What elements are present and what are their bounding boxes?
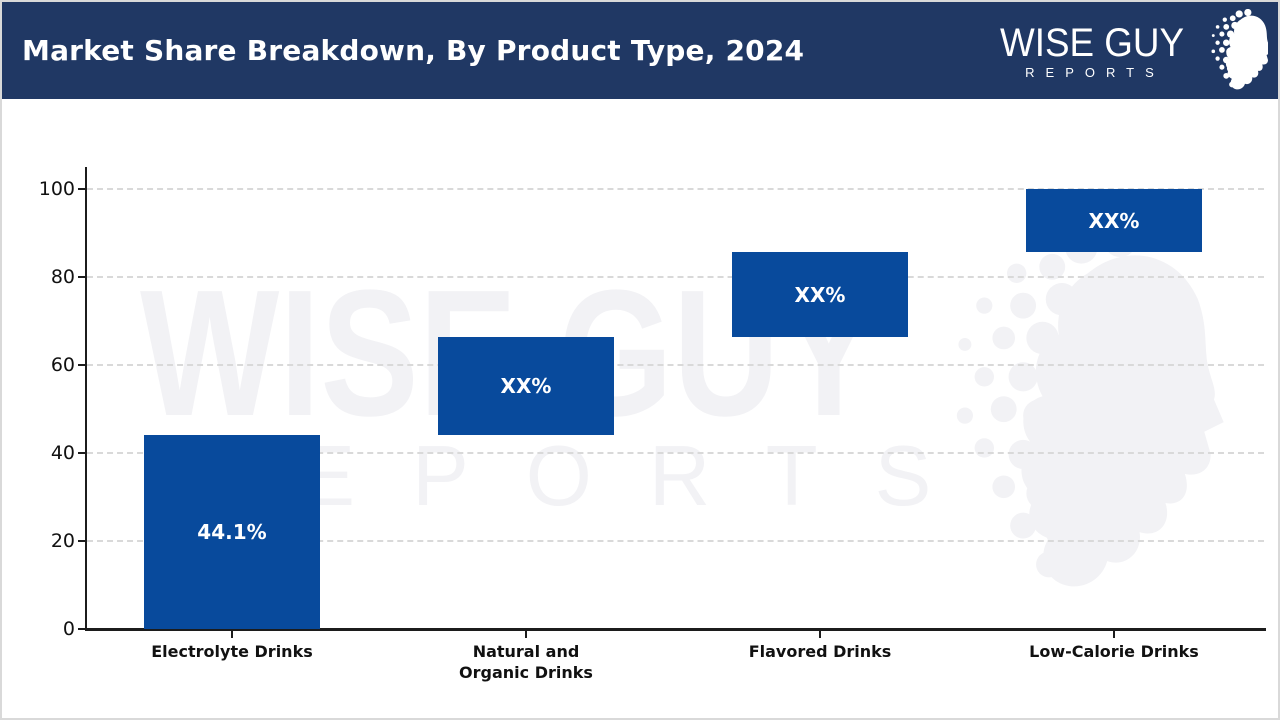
bar-segment bbox=[144, 434, 320, 629]
y-tick-label: 60 bbox=[50, 354, 75, 376]
wiseguy-logo: WISE GUY REPORTS bbox=[992, 8, 1268, 94]
y-tick-mark bbox=[78, 452, 85, 454]
x-tick-mark bbox=[819, 631, 821, 638]
bar-segment bbox=[438, 337, 614, 435]
y-tick-label: 0 bbox=[62, 618, 75, 640]
x-tick-mark bbox=[525, 631, 527, 638]
gridline-20 bbox=[87, 540, 1264, 542]
logo-subtitle: REPORTS bbox=[1025, 65, 1165, 80]
bar-segment bbox=[1026, 189, 1202, 253]
gridline-100 bbox=[87, 188, 1264, 190]
y-tick-mark bbox=[78, 364, 85, 366]
x-category-label-line: Low-Calorie Drinks bbox=[1029, 642, 1199, 661]
y-tick-label: 40 bbox=[50, 442, 75, 464]
x-category-label: Flavored Drinks bbox=[710, 641, 930, 662]
bar-value-label: XX% bbox=[500, 374, 552, 399]
x-category-label-line: Electrolyte Drinks bbox=[151, 642, 313, 661]
x-tick-mark bbox=[1113, 631, 1115, 638]
gridline-40 bbox=[87, 452, 1264, 454]
y-tick-label: 80 bbox=[50, 266, 75, 288]
x-tick-mark bbox=[231, 631, 233, 638]
y-tick-mark bbox=[78, 188, 85, 190]
x-axis-spine bbox=[85, 628, 1266, 631]
logo-wordmark: WISE GUY bbox=[999, 21, 1184, 65]
watermark-dot-face-icon bbox=[874, 228, 1224, 600]
x-category-label: Electrolyte Drinks bbox=[122, 641, 342, 662]
logo-dot-face-icon bbox=[1196, 9, 1268, 93]
bar-value-label: 44.1% bbox=[197, 519, 267, 544]
x-category-label-line: Organic Drinks bbox=[459, 663, 593, 682]
x-category-label: Low-Calorie Drinks bbox=[1004, 641, 1224, 662]
header-bar: Market Share Breakdown, By Product Type,… bbox=[2, 2, 1278, 99]
gridline-60 bbox=[87, 364, 1264, 366]
chart-title: Market Share Breakdown, By Product Type,… bbox=[22, 34, 805, 67]
gridline-80 bbox=[87, 276, 1264, 278]
bar-value-label: XX% bbox=[794, 282, 846, 307]
y-tick-label: 100 bbox=[38, 178, 75, 200]
y-axis-spine bbox=[85, 167, 87, 631]
y-tick-mark bbox=[78, 540, 85, 542]
bar-value-label: XX% bbox=[1088, 208, 1140, 233]
logo-text: WISE GUY REPORTS bbox=[992, 23, 1192, 79]
y-tick-mark bbox=[78, 276, 85, 278]
y-tick-mark bbox=[78, 628, 85, 630]
x-category-label: Natural and Organic Drinks bbox=[416, 641, 636, 683]
x-category-label-line: Flavored Drinks bbox=[748, 642, 892, 661]
bar-segment bbox=[732, 252, 908, 338]
x-category-label-line: Natural and bbox=[472, 642, 580, 661]
y-tick-label: 20 bbox=[50, 530, 75, 552]
